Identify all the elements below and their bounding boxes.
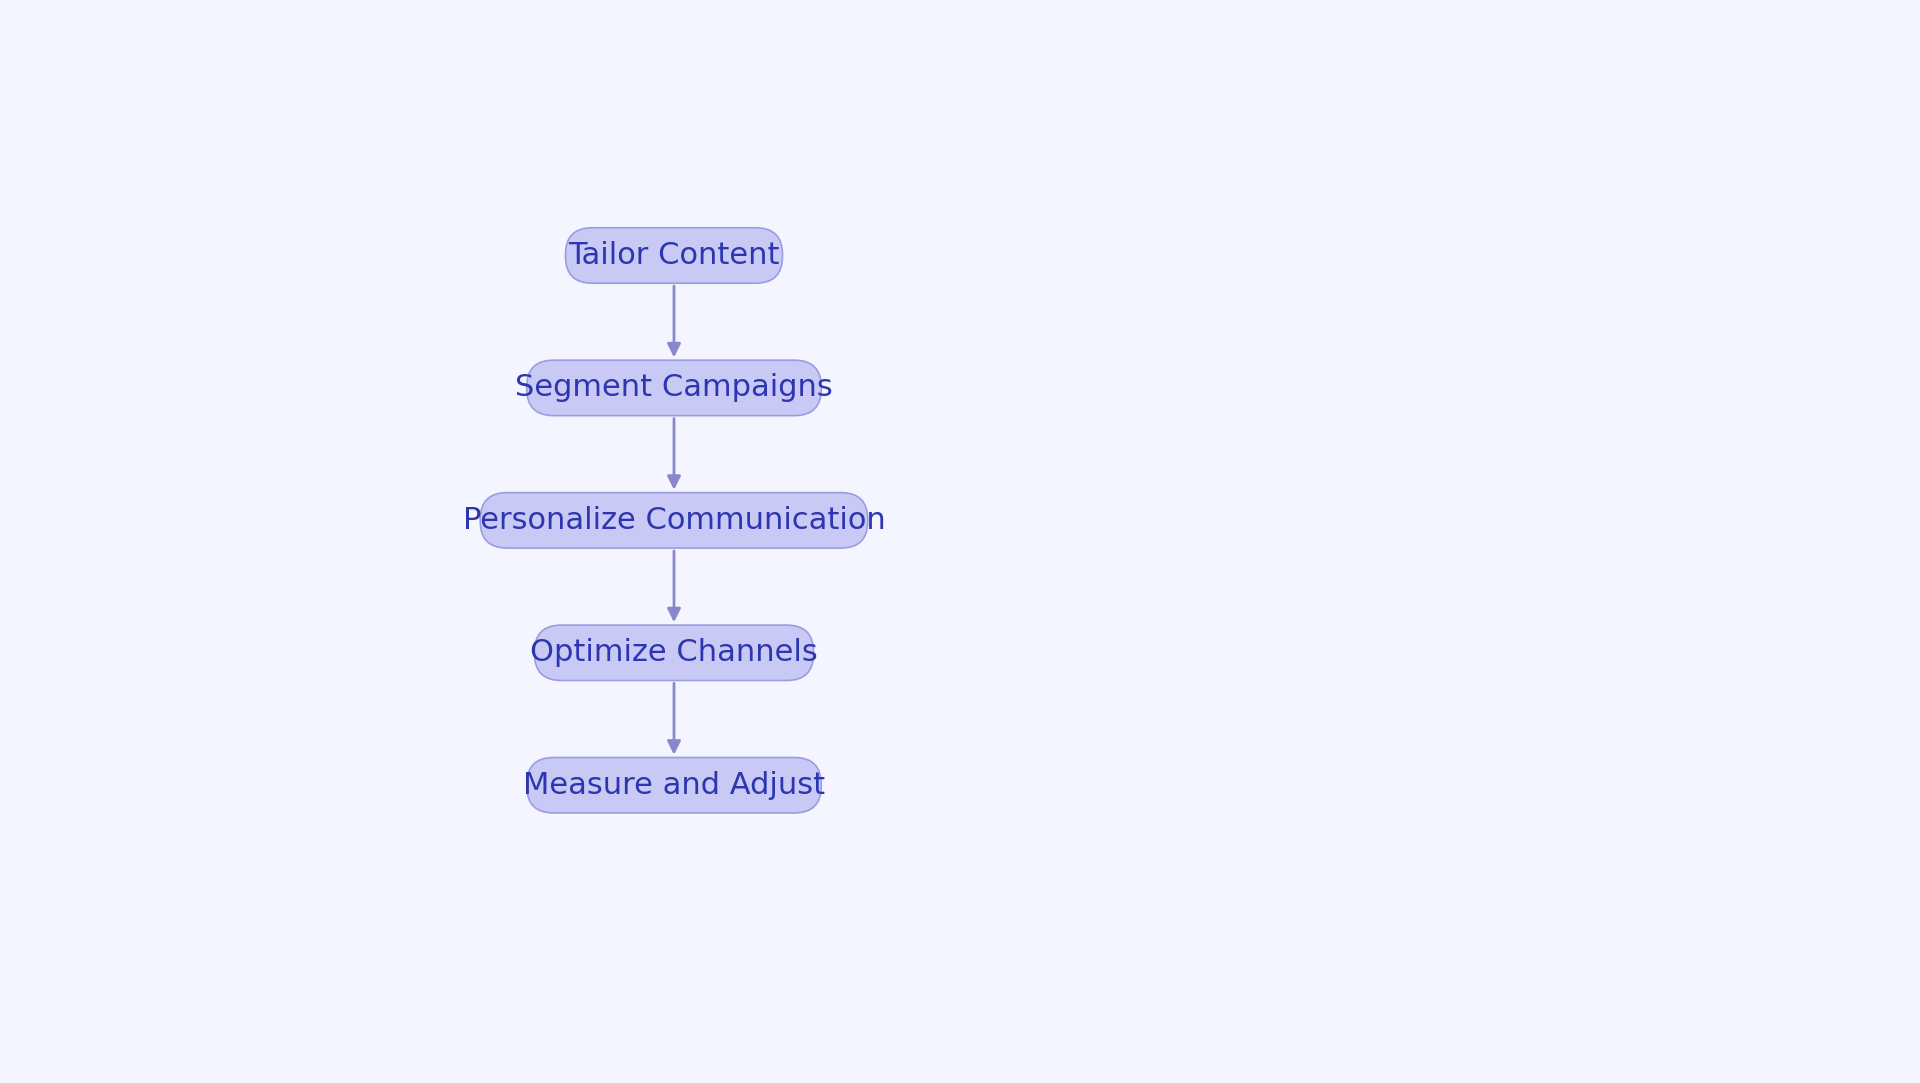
Text: Tailor Content: Tailor Content [568, 242, 780, 270]
Text: Optimize Channels: Optimize Channels [530, 638, 818, 667]
Text: Measure and Adjust: Measure and Adjust [522, 771, 826, 799]
FancyBboxPatch shape [566, 227, 783, 283]
FancyBboxPatch shape [526, 361, 822, 416]
FancyBboxPatch shape [480, 493, 868, 548]
Text: Personalize Communication: Personalize Communication [463, 506, 885, 535]
Text: Segment Campaigns: Segment Campaigns [515, 374, 833, 403]
FancyBboxPatch shape [534, 625, 814, 680]
FancyBboxPatch shape [526, 757, 822, 813]
